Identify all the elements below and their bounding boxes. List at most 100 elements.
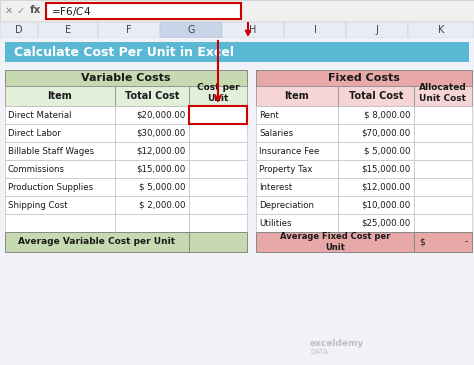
Text: J: J [375,25,378,35]
Text: $20,000.00: $20,000.00 [137,111,186,119]
Text: D: D [15,25,23,35]
Text: F: F [126,25,132,35]
Bar [115,196,189,214]
Text: Property Tax: Property Tax [259,165,312,173]
Bar [414,232,472,252]
Bar [5,86,115,106]
Text: Insurance Fee: Insurance Fee [259,146,319,155]
Bar [5,106,115,124]
Text: G: G [187,25,195,35]
Bar [256,86,338,106]
Text: $30,000.00: $30,000.00 [137,128,186,138]
Text: DATA: DATA [310,349,328,355]
Bar [338,160,414,178]
Text: Direct Labor: Direct Labor [8,128,61,138]
Bar [5,196,115,214]
Bar [5,142,115,160]
Bar [5,178,115,196]
Text: Item: Item [47,91,73,101]
Text: Item: Item [284,91,310,101]
Text: Variable Costs: Variable Costs [81,73,171,83]
Text: Rent: Rent [259,111,279,119]
Bar [338,178,414,196]
Text: $ 5,000.00: $ 5,000.00 [139,182,186,192]
Bar [414,86,472,106]
Text: Average Fixed Cost per
Unit: Average Fixed Cost per Unit [280,232,390,252]
Bar [189,160,247,178]
Text: fx: fx [30,5,41,15]
Bar [5,70,247,86]
Bar [0,22,474,38]
Text: Total Cost: Total Cost [349,91,403,101]
Bar [414,178,472,196]
Bar [189,214,247,232]
Text: exceldemy: exceldemy [310,338,364,347]
Text: $ 5,000.00: $ 5,000.00 [365,146,411,155]
Bar [338,214,414,232]
Text: $12,000.00: $12,000.00 [362,182,411,192]
Text: $70,000.00: $70,000.00 [362,128,411,138]
Text: H: H [249,25,257,35]
Bar [115,214,189,232]
Bar [414,106,472,124]
Bar [189,178,247,196]
Bar [0,22,38,38]
Text: $ 2,000.00: $ 2,000.00 [139,200,186,210]
Bar [160,22,222,38]
Text: I: I [314,25,317,35]
Text: Production Supplies: Production Supplies [8,182,93,192]
Text: 20.00: 20.00 [218,111,244,119]
Bar [189,196,247,214]
Bar [408,22,474,38]
Text: Calculate Cost Per Unit in Excel: Calculate Cost Per Unit in Excel [14,46,234,58]
Bar [115,124,189,142]
Bar [414,142,472,160]
Text: Commissions: Commissions [8,165,65,173]
Bar [414,196,472,214]
Text: Shipping Cost: Shipping Cost [8,200,68,210]
Bar [5,124,115,142]
Text: Billable Staff Wages: Billable Staff Wages [8,146,94,155]
Bar [0,0,474,22]
Bar [256,124,338,142]
Bar [338,106,414,124]
Text: ✓: ✓ [17,6,25,16]
Text: Interest: Interest [259,182,292,192]
Bar [338,124,414,142]
Bar [115,142,189,160]
Bar [189,106,247,124]
Bar [189,142,247,160]
Text: $: $ [419,238,425,246]
Bar [115,178,189,196]
Bar [5,232,189,252]
Text: Average Variable Cost per Unit: Average Variable Cost per Unit [18,238,175,246]
Bar [414,160,472,178]
Text: Direct Material: Direct Material [8,111,72,119]
Text: K: K [438,25,444,35]
Text: ✕: ✕ [5,6,13,16]
Bar [222,22,284,38]
Bar [346,22,408,38]
Bar [414,214,472,232]
Bar [256,178,338,196]
Text: $: $ [194,111,200,119]
Text: Allocated
Unit Cost: Allocated Unit Cost [419,83,467,103]
Text: $15,000.00: $15,000.00 [137,165,186,173]
Text: $12,000.00: $12,000.00 [137,146,186,155]
Bar [5,160,115,178]
Text: Total Cost: Total Cost [125,91,179,101]
Bar [5,214,115,232]
Bar [189,124,247,142]
Text: E: E [65,25,71,35]
Bar [98,22,160,38]
Bar [414,124,472,142]
Bar [338,86,414,106]
Text: Utilities: Utilities [259,219,292,227]
Bar [338,142,414,160]
Bar [256,160,338,178]
Bar [115,86,189,106]
Bar [189,232,247,252]
Text: =F6/$C$4: =F6/$C$4 [51,4,91,18]
Bar [256,214,338,232]
Text: Cost per
Unit: Cost per Unit [197,83,239,103]
